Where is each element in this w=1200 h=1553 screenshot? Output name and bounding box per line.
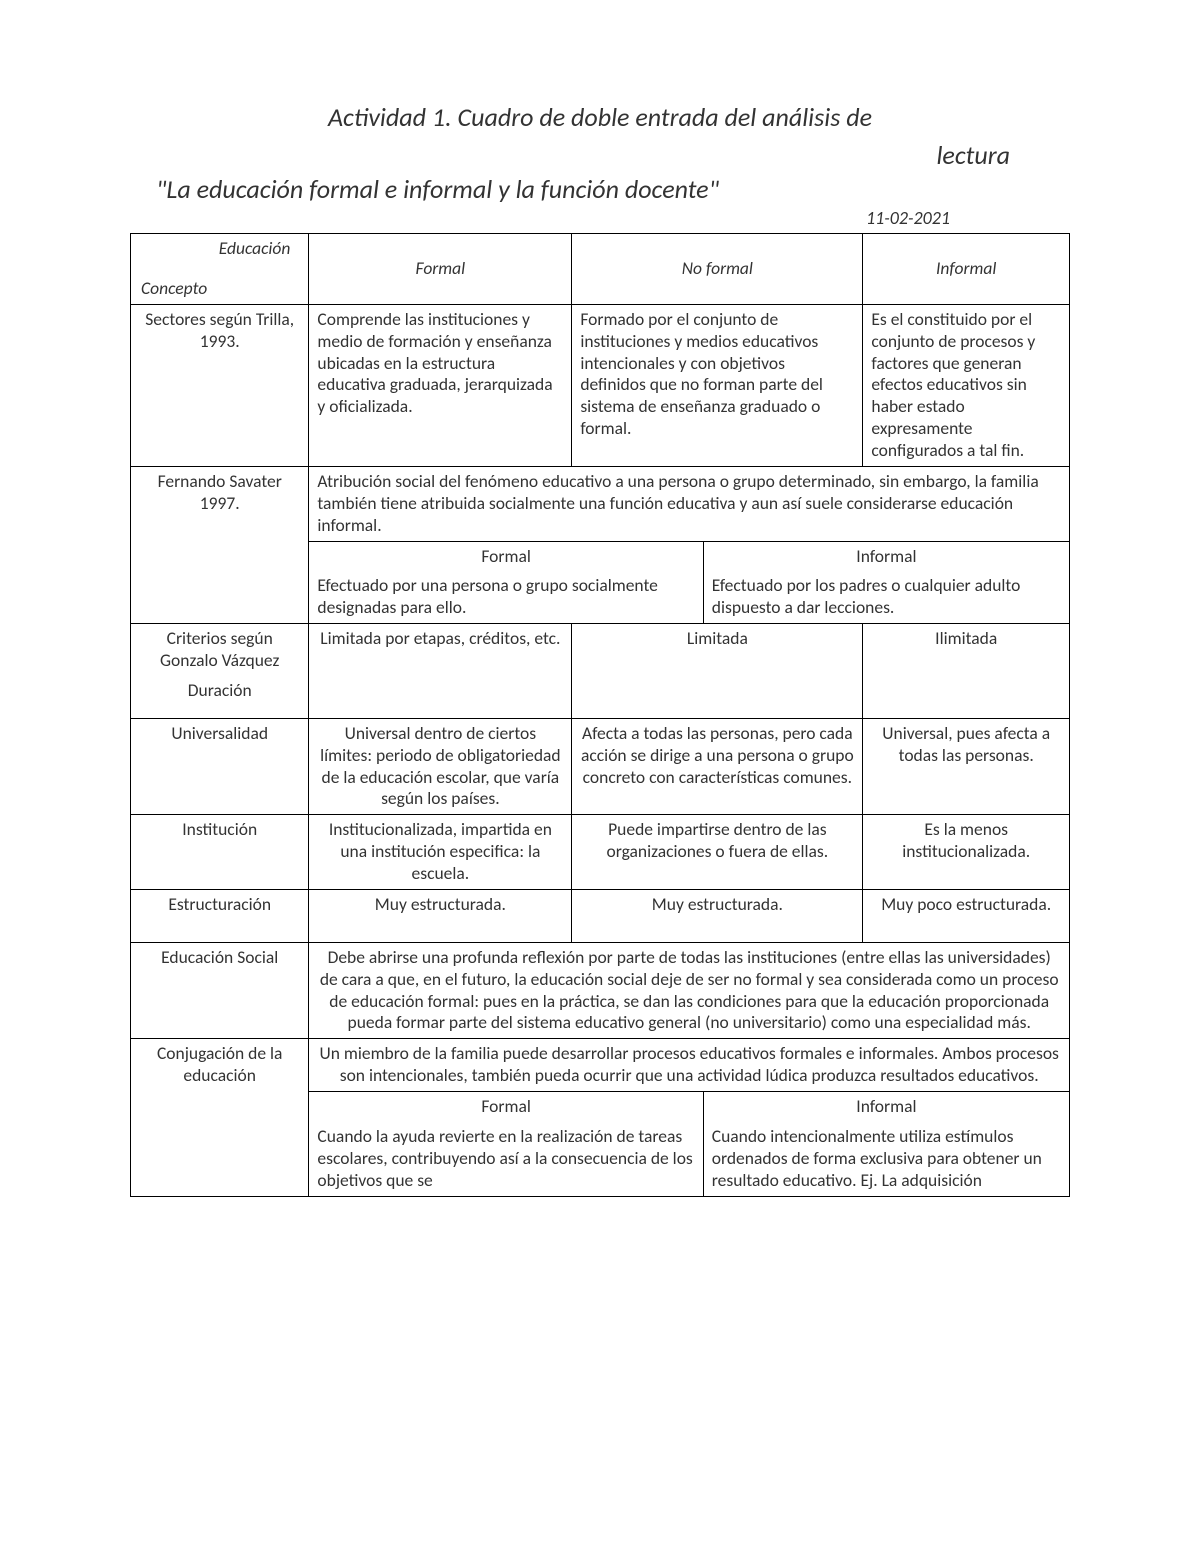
savater-informal-hdr: Informal: [703, 541, 1069, 571]
row-gonzalo: Criterios según Gonzalo Vázquez Limitada…: [131, 624, 1070, 676]
row-estr-label: Estructuración: [131, 889, 309, 942]
row-univ-informal: Universal, pues afecta a todas las perso…: [863, 718, 1070, 815]
row-conj-label: Conjugación de la educación: [131, 1039, 309, 1196]
comparison-table: Educación Concepto Formal No formal Info…: [130, 233, 1070, 1197]
row-gonzalo-label2: Duración: [131, 676, 309, 718]
row-univ-formal: Universal dentro de ciertos límites: per…: [309, 718, 572, 815]
date: 11-02-2021: [130, 207, 950, 229]
row-conj-merged: Un miembro de la familia puede desarroll…: [309, 1039, 1070, 1092]
title-line2: lectura: [130, 139, 1010, 171]
hdr-top: Educación: [141, 238, 298, 260]
row-gonzalo-noformal: Limitada: [572, 624, 863, 719]
savater-informal-txt: Efectuado por los padres o cualquier adu…: [703, 571, 1069, 623]
row-univ-label: Universalidad: [131, 718, 309, 815]
title-line1: Actividad 1. Cuadro de doble entrada del…: [130, 100, 1070, 135]
row-estr-informal: Muy poco estructurada.: [863, 889, 1070, 942]
col-noformal: No formal: [572, 234, 863, 305]
conj-informal-hdr: Informal: [703, 1092, 1069, 1122]
row-trilla: Sectores según Trilla, 1993. Comprende l…: [131, 304, 1070, 466]
row-inst-informal: Es la menos institucionalizada.: [863, 815, 1070, 890]
row-trilla-noformal: Formado por el conjunto de instituciones…: [572, 304, 863, 466]
row-inst-noformal: Puede impartirse dentro de las organizac…: [572, 815, 863, 890]
row-gonzalo-informal: Ilimitada: [863, 624, 1070, 719]
savater-formal-hdr: Formal: [309, 541, 703, 571]
conj-formal-hdr: Formal: [309, 1092, 703, 1122]
col-informal: Informal: [863, 234, 1070, 305]
document-page: Actividad 1. Cuadro de doble entrada del…: [0, 0, 1200, 1247]
row-institucion: Institución Institucionalizada, impartid…: [131, 815, 1070, 890]
col-formal: Formal: [309, 234, 572, 305]
row-savater-label: Fernando Savater 1997.: [131, 466, 309, 623]
row-conjugacion: Conjugación de la educación Un miembro d…: [131, 1039, 1070, 1092]
row-estructuracion: Estructuración Muy estructurada. Muy est…: [131, 889, 1070, 942]
row-inst-label: Institución: [131, 815, 309, 890]
subtitle: "La educación formal e informal y la fun…: [156, 173, 1070, 205]
row-trilla-informal: Es el constituido por el conjunto de pro…: [863, 304, 1070, 466]
conj-informal-txt: Cuando intencionalmente utiliza estímulo…: [703, 1122, 1069, 1196]
row-estr-noformal: Muy estructurada.: [572, 889, 863, 942]
row-gonzalo-formal: Limitada por etapas, créditos, etc.: [309, 624, 572, 719]
row-edsocial: Educación Social Debe abrirse una profun…: [131, 942, 1070, 1039]
table-header-row: Educación Concepto Formal No formal Info…: [131, 234, 1070, 305]
row-gonzalo-label1: Criterios según Gonzalo Vázquez: [131, 624, 309, 676]
row-universalidad: Universalidad Universal dentro de cierto…: [131, 718, 1070, 815]
row-savater-merged: Atribución social del fenómeno educativo…: [309, 466, 1070, 541]
header-diagonal: Educación Concepto: [131, 234, 309, 305]
conj-formal-txt: Cuando la ayuda revierte en la realizaci…: [309, 1122, 703, 1196]
row-edsoc-merged: Debe abrirse una profunda reflexión por …: [309, 942, 1070, 1039]
row-edsoc-label: Educación Social: [131, 942, 309, 1039]
row-savater-top: Fernando Savater 1997. Atribución social…: [131, 466, 1070, 541]
row-trilla-label: Sectores según Trilla, 1993.: [131, 304, 309, 466]
row-trilla-formal: Comprende las instituciones y medio de f…: [309, 304, 572, 466]
hdr-bot: Concepto: [141, 260, 298, 300]
row-inst-formal: Institucionalizada, impartida en una ins…: [309, 815, 572, 890]
row-univ-noformal: Afecta a todas las personas, pero cada a…: [572, 718, 863, 815]
row-estr-formal: Muy estructurada.: [309, 889, 572, 942]
savater-formal-txt: Efectuado por una persona o grupo social…: [309, 571, 703, 623]
